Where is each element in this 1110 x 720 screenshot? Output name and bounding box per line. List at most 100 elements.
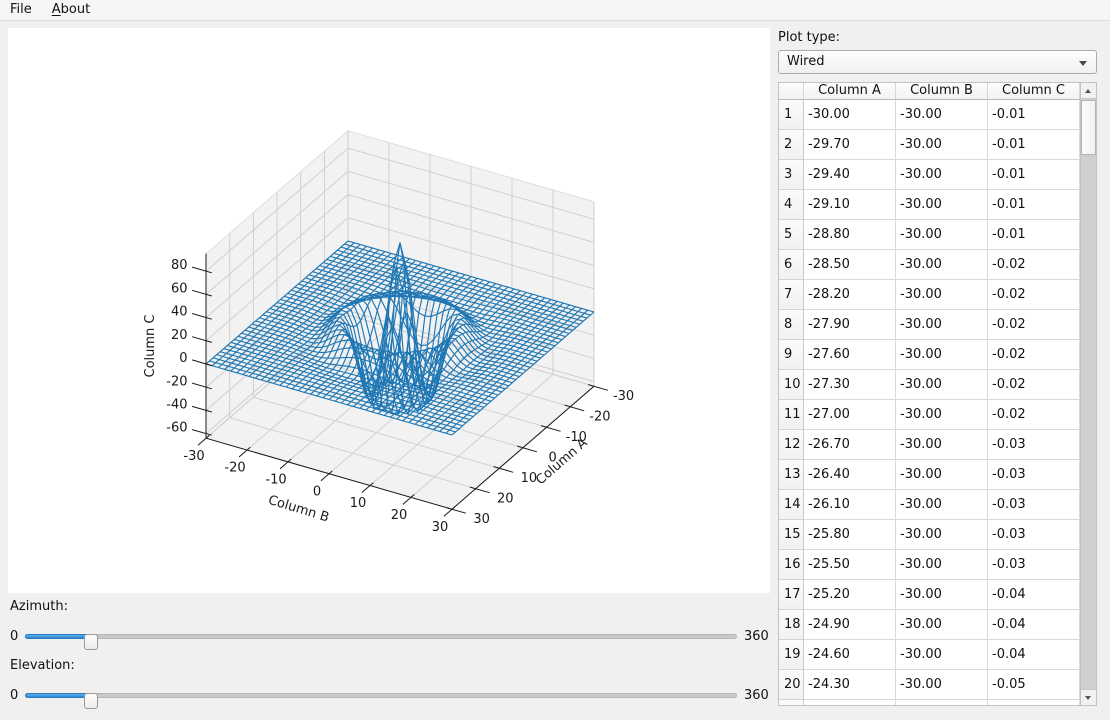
table-cell[interactable]: -0.03 — [988, 430, 1080, 460]
row-header[interactable]: 7 — [779, 280, 804, 310]
table-cell[interactable]: -30.00 — [896, 310, 988, 340]
scrollbar-down-button[interactable] — [1081, 689, 1096, 705]
elevation-slider-track[interactable] — [25, 693, 737, 709]
table-cell[interactable]: -30.00 — [896, 460, 988, 490]
elevation-min-label: 0 — [10, 688, 19, 703]
table-cell[interactable]: -30.00 — [896, 550, 988, 580]
scrollbar-thumb[interactable] — [1081, 100, 1096, 155]
table-cell[interactable]: -0.03 — [988, 550, 1080, 580]
table-cell[interactable]: -24.90 — [804, 610, 896, 640]
table-cell[interactable]: -28.80 — [804, 220, 896, 250]
table-cell[interactable] — [988, 700, 1080, 705]
table-cell[interactable]: -0.01 — [988, 100, 1080, 130]
table-cell[interactable]: -30.00 — [896, 520, 988, 550]
table-cell[interactable] — [896, 700, 988, 705]
row-header[interactable] — [779, 700, 804, 705]
row-header[interactable]: 10 — [779, 370, 804, 400]
table-cell[interactable]: -0.01 — [988, 190, 1080, 220]
column-header[interactable]: Column C — [988, 83, 1080, 100]
table-cell[interactable]: -0.02 — [988, 250, 1080, 280]
table-cell[interactable]: -30.00 — [896, 160, 988, 190]
table-cell[interactable]: -30.00 — [896, 130, 988, 160]
table-cell[interactable]: -30.00 — [896, 190, 988, 220]
scrollbar-up-button[interactable] — [1081, 83, 1096, 99]
table-cell[interactable]: -0.03 — [988, 460, 1080, 490]
row-header[interactable]: 17 — [779, 580, 804, 610]
table-cell[interactable] — [804, 700, 896, 705]
table-cell[interactable]: -30.00 — [896, 250, 988, 280]
table-cell[interactable]: -27.60 — [804, 340, 896, 370]
table-cell[interactable]: -27.90 — [804, 310, 896, 340]
table-cell[interactable]: -24.30 — [804, 670, 896, 700]
row-header[interactable]: 4 — [779, 190, 804, 220]
table-cell[interactable]: -30.00 — [896, 490, 988, 520]
table-cell[interactable]: -30.00 — [896, 430, 988, 460]
row-header[interactable]: 2 — [779, 130, 804, 160]
table-cell[interactable]: -0.02 — [988, 340, 1080, 370]
table-cell[interactable]: -30.00 — [896, 580, 988, 610]
row-header[interactable]: 18 — [779, 610, 804, 640]
vertical-scrollbar[interactable] — [1080, 83, 1096, 705]
row-header[interactable]: 12 — [779, 430, 804, 460]
azimuth-slider-handle[interactable] — [84, 634, 98, 650]
row-header[interactable]: 5 — [779, 220, 804, 250]
table-cell[interactable]: -0.02 — [988, 280, 1080, 310]
table-cell[interactable]: -26.70 — [804, 430, 896, 460]
table-cell[interactable]: -0.01 — [988, 130, 1080, 160]
table-cell[interactable]: -30.00 — [804, 100, 896, 130]
table-cell[interactable]: -29.40 — [804, 160, 896, 190]
table-cell[interactable]: -0.02 — [988, 310, 1080, 340]
table-cell[interactable]: -0.03 — [988, 520, 1080, 550]
column-header[interactable]: Column B — [896, 83, 988, 100]
table-cell[interactable]: -30.00 — [896, 610, 988, 640]
table-cell[interactable]: -0.04 — [988, 640, 1080, 670]
table-cell[interactable]: -0.04 — [988, 610, 1080, 640]
table-cell[interactable]: -30.00 — [896, 670, 988, 700]
table-cell[interactable]: -30.00 — [896, 280, 988, 310]
plot-type-dropdown[interactable]: Wired — [778, 50, 1097, 74]
table-cell[interactable]: -27.00 — [804, 400, 896, 430]
row-header[interactable]: 13 — [779, 460, 804, 490]
table-cell[interactable]: -30.00 — [896, 220, 988, 250]
table-cell[interactable]: -30.00 — [896, 340, 988, 370]
row-header[interactable]: 3 — [779, 160, 804, 190]
row-header[interactable]: 16 — [779, 550, 804, 580]
row-header[interactable]: 9 — [779, 340, 804, 370]
table-cell[interactable]: -26.40 — [804, 460, 896, 490]
row-header[interactable]: 6 — [779, 250, 804, 280]
table-cell[interactable]: -24.60 — [804, 640, 896, 670]
table-cell[interactable]: -28.50 — [804, 250, 896, 280]
table-cell[interactable]: -25.20 — [804, 580, 896, 610]
row-header[interactable]: 19 — [779, 640, 804, 670]
table-cell[interactable]: -28.20 — [804, 280, 896, 310]
table-cell[interactable]: -0.01 — [988, 160, 1080, 190]
table-cell[interactable]: -25.80 — [804, 520, 896, 550]
table-cell[interactable]: -30.00 — [896, 370, 988, 400]
table-cell[interactable]: -30.00 — [896, 400, 988, 430]
table-cell[interactable]: -30.00 — [896, 100, 988, 130]
table-cell[interactable]: -29.10 — [804, 190, 896, 220]
table-cell[interactable]: -0.02 — [988, 400, 1080, 430]
table-cell[interactable]: -0.02 — [988, 370, 1080, 400]
table-cell[interactable]: -0.03 — [988, 490, 1080, 520]
table-cell[interactable]: -0.05 — [988, 670, 1080, 700]
menu-about[interactable]: About — [42, 0, 100, 20]
row-header[interactable]: 14 — [779, 490, 804, 520]
azimuth-slider-track[interactable] — [25, 634, 737, 650]
column-header[interactable]: Column A — [804, 83, 896, 100]
elevation-slider-handle[interactable] — [84, 693, 98, 709]
table-cell[interactable]: -30.00 — [896, 640, 988, 670]
row-header[interactable]: 11 — [779, 400, 804, 430]
wireframe-surface — [205, 240, 595, 436]
table-cell[interactable]: -25.50 — [804, 550, 896, 580]
row-header[interactable]: 1 — [779, 100, 804, 130]
menu-file[interactable]: File — [10, 2, 32, 17]
row-header[interactable]: 8 — [779, 310, 804, 340]
row-header[interactable]: 20 — [779, 670, 804, 700]
table-cell[interactable]: -26.10 — [804, 490, 896, 520]
table-cell[interactable]: -27.30 — [804, 370, 896, 400]
table-cell[interactable]: -0.04 — [988, 580, 1080, 610]
row-header[interactable]: 15 — [779, 520, 804, 550]
table-cell[interactable]: -29.70 — [804, 130, 896, 160]
table-cell[interactable]: -0.01 — [988, 220, 1080, 250]
